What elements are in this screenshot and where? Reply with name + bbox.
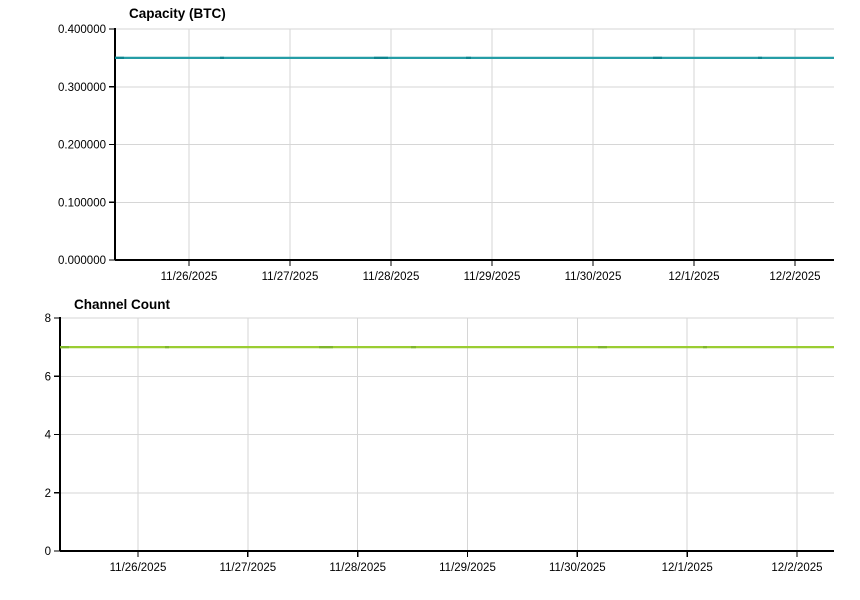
x-tick-label: 11/26/2025 [110, 562, 167, 574]
x-tick-label: 11/30/2025 [565, 271, 622, 283]
y-tick-label: 0.400000 [58, 24, 106, 36]
y-tick-label: 0.300000 [58, 82, 106, 94]
x-tick-label: 12/1/2025 [662, 562, 713, 574]
y-tick-label: 0.200000 [58, 140, 106, 152]
y-tick-label: 8 [45, 313, 51, 325]
x-tick-label: 11/28/2025 [329, 562, 386, 574]
channel-count-chart-title: Channel Count [74, 297, 170, 312]
capacity-chart-title: Capacity (BTC) [129, 6, 226, 21]
x-tick-label: 12/1/2025 [668, 271, 719, 283]
x-tick-label: 11/28/2025 [363, 271, 420, 283]
x-tick-label: 11/27/2025 [219, 562, 276, 574]
y-tick-label: 0 [45, 546, 51, 558]
x-tick-label: 11/29/2025 [464, 271, 521, 283]
x-tick-label: 11/30/2025 [549, 562, 606, 574]
y-tick-label: 0.000000 [58, 255, 106, 267]
x-tick-label: 11/26/2025 [161, 271, 218, 283]
x-tick-label: 11/27/2025 [262, 271, 319, 283]
y-tick-label: 2 [45, 488, 51, 500]
y-tick-label: 0.100000 [58, 197, 106, 209]
x-tick-label: 12/2/2025 [769, 271, 820, 283]
x-tick-label: 11/29/2025 [439, 562, 496, 574]
y-tick-label: 6 [45, 371, 51, 383]
x-tick-label: 12/2/2025 [771, 562, 822, 574]
y-tick-label: 4 [45, 430, 52, 442]
